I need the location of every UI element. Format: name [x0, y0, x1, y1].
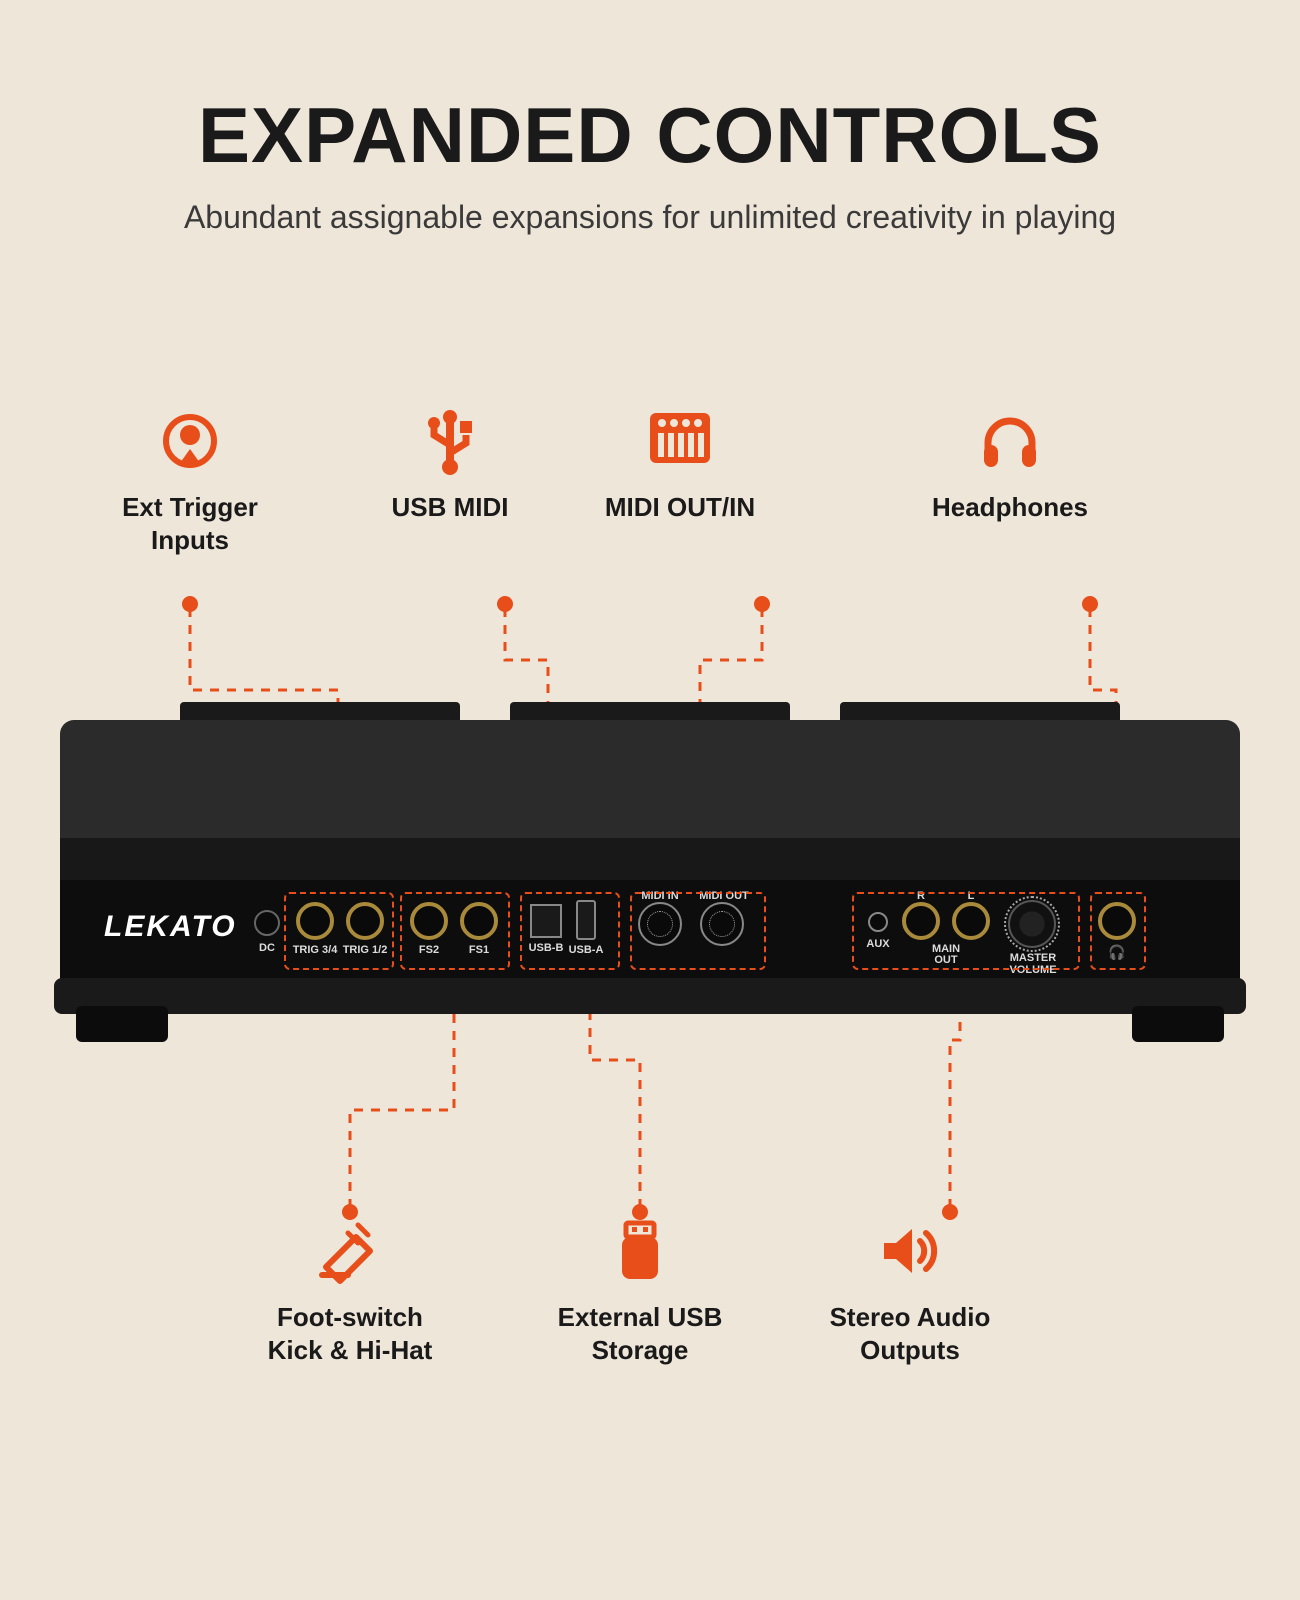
- feature-label: Headphones: [932, 491, 1088, 524]
- hl-fs: [400, 892, 510, 970]
- headphones-icon: [974, 405, 1046, 477]
- feature-headphones: Headphones: [900, 405, 1120, 524]
- feature-usb-midi: USB MIDI: [340, 405, 560, 524]
- feature-midi: MIDI OUT/IN: [570, 405, 790, 524]
- device: LEKATO DC TRIG 3/4 TRIG 1/2 FS2 FS1 USB-…: [60, 720, 1240, 1040]
- feature-label: USB MIDI: [392, 491, 509, 524]
- brand-logo: LEKATO: [104, 910, 237, 944]
- feature-label: MIDI OUT/IN: [605, 491, 755, 524]
- feature-label: Stereo AudioOutputs: [830, 1301, 991, 1366]
- hl-audio: [852, 892, 1080, 970]
- feature-label: Ext Trigger Inputs: [80, 491, 300, 556]
- hl-trig: [284, 892, 394, 970]
- feature-stereo: Stereo AudioOutputs: [800, 1215, 1020, 1366]
- hl-hp: [1090, 892, 1146, 970]
- midi-icon: [644, 405, 716, 477]
- hl-midi: [630, 892, 766, 970]
- feature-footswitch: Foot-switchKick & Hi-Hat: [240, 1215, 460, 1366]
- ext-trigger-icon: [154, 405, 226, 477]
- label-dc: DC: [250, 942, 284, 954]
- ext-usb-icon: [604, 1215, 676, 1287]
- footswitch-icon: [314, 1215, 386, 1287]
- port-dc: [254, 910, 280, 936]
- page-subtitle: Abundant assignable expansions for unlim…: [0, 199, 1300, 236]
- feature-ext-usb: External USBStorage: [530, 1215, 750, 1366]
- feature-label: External USBStorage: [558, 1301, 723, 1366]
- feature-label: Foot-switchKick & Hi-Hat: [268, 1301, 433, 1366]
- stereo-icon: [874, 1215, 946, 1287]
- page-title: EXPANDED CONTROLS: [0, 0, 1300, 181]
- hl-usb: [520, 892, 620, 970]
- usb-midi-icon: [414, 405, 486, 477]
- feature-ext-trigger: Ext Trigger Inputs: [80, 405, 300, 556]
